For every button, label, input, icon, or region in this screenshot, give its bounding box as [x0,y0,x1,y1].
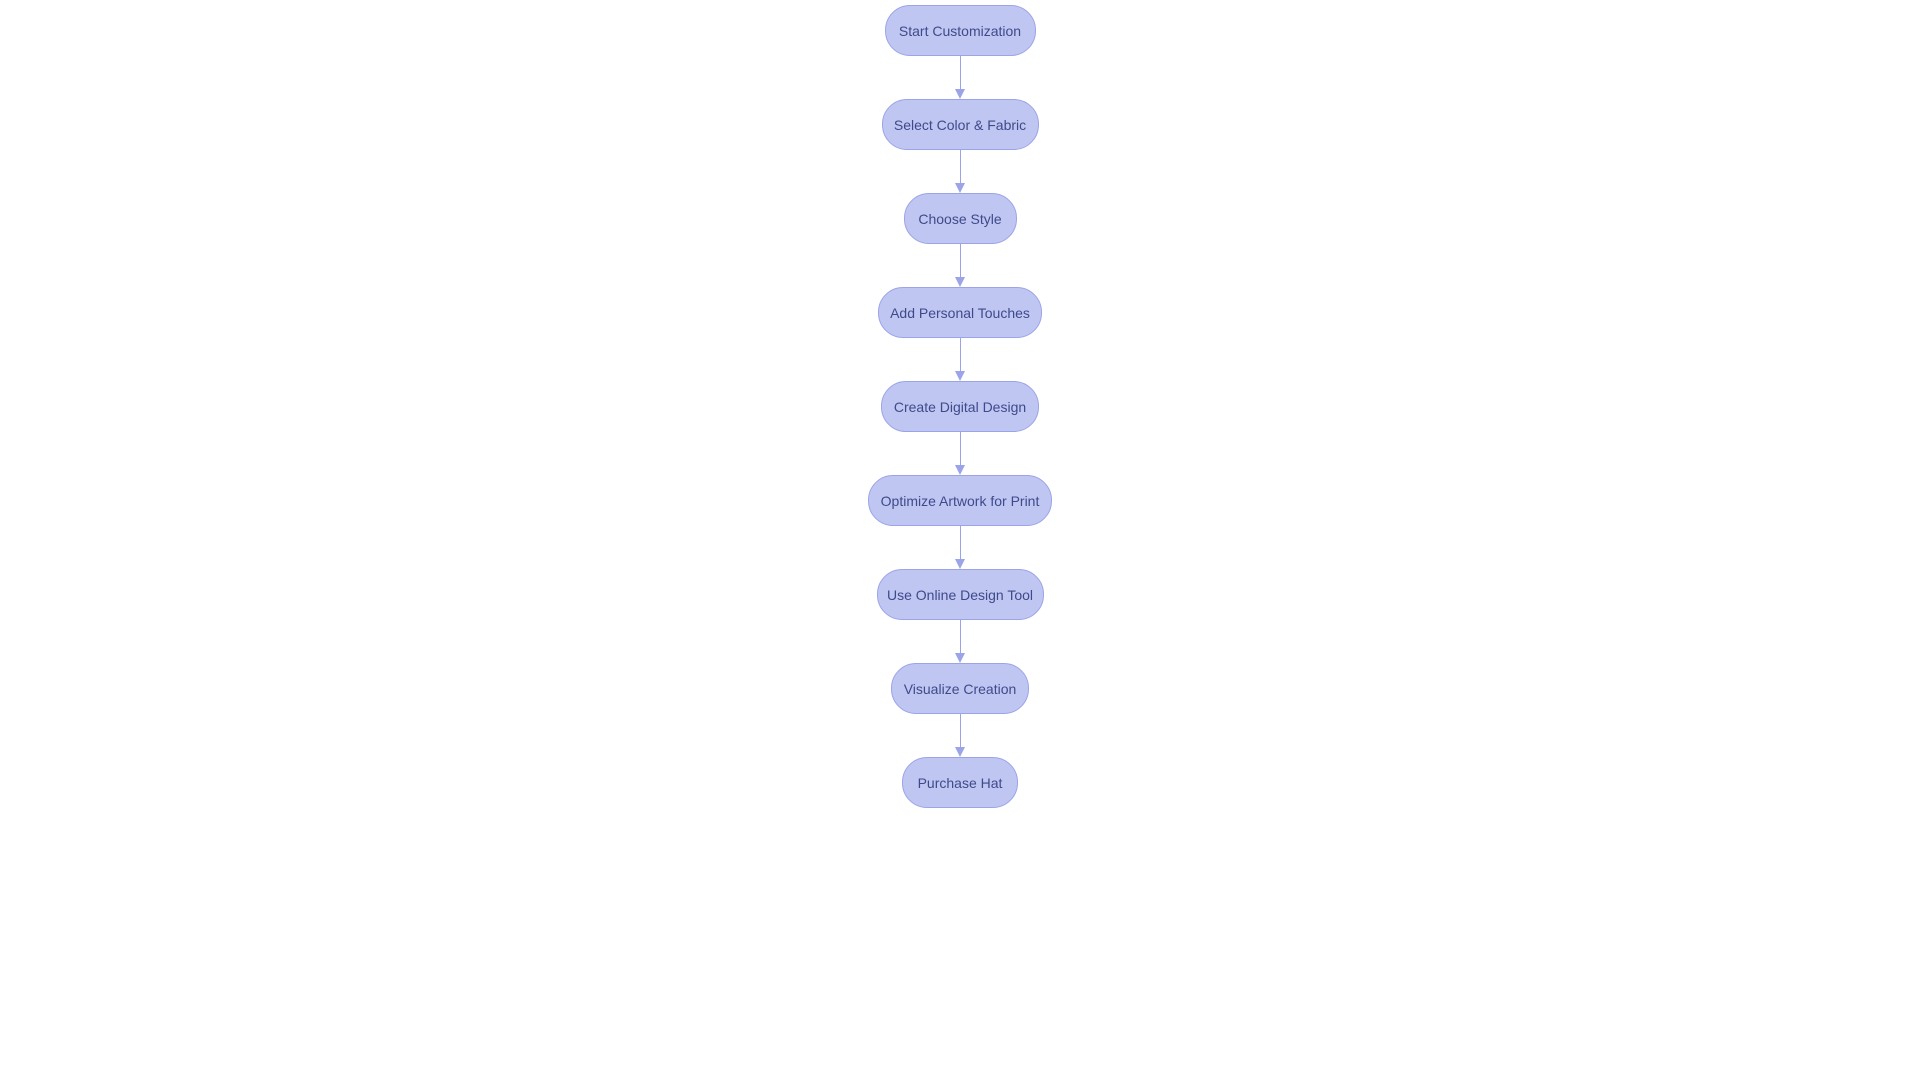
arrow-line [960,338,961,371]
flowchart-container: Start Customization Select Color & Fabric… [868,5,1052,808]
arrow-line [960,244,961,277]
flowchart-node-n1: Start Customization [885,5,1036,56]
arrow-line [960,432,961,465]
flowchart-node-n4: Add Personal Touches [878,287,1042,338]
arrow-head-icon [955,277,965,287]
arrow-head-icon [955,89,965,99]
arrow-head-icon [955,747,965,757]
arrow-line [960,150,961,183]
arrow-line [960,714,961,747]
arrow-head-icon [955,183,965,193]
flowchart-node-n3: Choose Style [904,193,1017,244]
flowchart-node-n9: Purchase Hat [902,757,1018,808]
arrow-line [960,620,961,653]
arrow-head-icon [955,371,965,381]
flowchart-node-n2: Select Color & Fabric [882,99,1039,150]
flowchart-node-n8: Visualize Creation [891,663,1029,714]
arrow-line [960,56,961,89]
flowchart-node-n7: Use Online Design Tool [877,569,1044,620]
arrow-head-icon [955,465,965,475]
flowchart-node-n5: Create Digital Design [881,381,1039,432]
arrow-line [960,526,961,559]
flowchart-node-n6: Optimize Artwork for Print [868,475,1052,526]
arrow-head-icon [955,653,965,663]
arrow-head-icon [955,559,965,569]
